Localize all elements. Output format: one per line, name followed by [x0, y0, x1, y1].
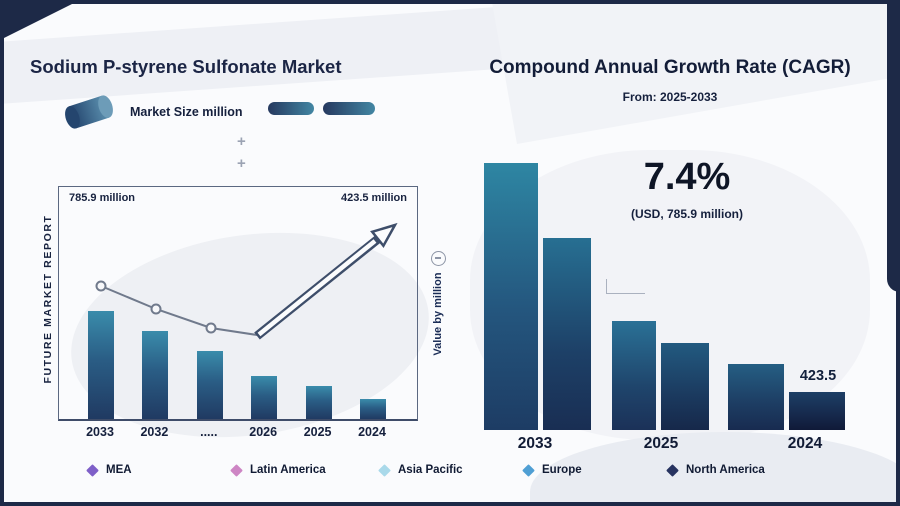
legend-label: MEA	[106, 464, 132, 476]
right-chart-bar-primary	[484, 163, 538, 430]
market-size-legend: Market Size million	[60, 92, 243, 132]
right-chart-group	[612, 321, 709, 430]
right-chart-subtitle: From: 2025-2033	[622, 90, 718, 104]
diamond-bullet-icon	[230, 463, 243, 477]
right-chart-title: Compound Annual Growth Rate (CAGR)	[489, 57, 851, 78]
frame-corner-accent	[0, 0, 80, 40]
right-chart-group	[728, 364, 845, 430]
left-chart-bar	[360, 399, 386, 419]
legend-item-europe: Europe	[522, 463, 582, 477]
diamond-bullet-icon	[86, 463, 99, 477]
left-chart-bar	[196, 351, 223, 419]
cagr-caption: (USD, 785.9 million)	[630, 207, 744, 221]
diamond-bullet-icon	[378, 463, 391, 477]
left-chart-min-label: 423.5 million	[340, 192, 407, 204]
left-chart-year-label: 2024	[358, 425, 386, 439]
legend-item-asia-pacific: Asia Pacific	[378, 463, 463, 477]
right-chart: 2033 2025 2024 423.5	[460, 150, 872, 460]
left-chart: 785.9 million 423.5 million	[58, 186, 418, 421]
legend-label: North America	[686, 464, 765, 476]
gradient-pill-icon	[268, 102, 314, 115]
right-chart-bar-secondary	[543, 238, 591, 430]
left-chart-year-label: 2026	[249, 425, 278, 439]
frame-right-accent	[887, 0, 900, 292]
left-chart-years: 2033 2032..... 2026 2025 2024	[58, 425, 416, 443]
cylinder-icon	[65, 95, 113, 129]
plus-icon: +	[237, 133, 246, 150]
right-chart-bar-secondary	[789, 392, 845, 430]
bar-value-label: 423.5	[799, 368, 837, 384]
legend-label: Asia Pacific	[398, 464, 463, 476]
legend-item-north-america: North America	[666, 463, 765, 477]
diamond-bullet-icon	[666, 463, 679, 477]
left-chart-bar	[142, 331, 169, 419]
cagr-value: 7.4%	[643, 156, 731, 198]
right-chart-year-label: 2024	[787, 435, 823, 452]
left-chart-ylabel: FUTURE MARKET REPORT	[42, 214, 54, 384]
left-chart-bar	[88, 311, 114, 419]
left-chart-year-label: .....	[200, 425, 218, 439]
right-chart-year-label: 2033	[517, 435, 553, 452]
frame-left-border	[0, 0, 4, 506]
diamond-bullet-icon	[522, 463, 535, 477]
legend-item-latin-america: Latin America	[230, 463, 326, 477]
market-size-legend-label: Market Size million	[130, 105, 243, 119]
frame-top-border	[0, 0, 900, 4]
left-chart-max-label: 785.9 million	[69, 192, 136, 204]
legend-item-mea: MEA	[86, 463, 132, 477]
trend-line-arrow-icon	[95, 222, 398, 340]
plus-icon: +	[237, 155, 246, 172]
footer-legend: MEA Latin America Asia Pacific Europe North …	[0, 463, 900, 490]
right-chart-bar-primary	[728, 364, 784, 430]
left-chart-year-label: 2032	[140, 425, 169, 439]
left-chart-bar	[251, 376, 278, 419]
left-chart-title: Sodium P-styrene Sulfonate Market	[30, 56, 342, 77]
right-chart-group	[484, 163, 591, 430]
legend-label: Latin America	[250, 464, 326, 476]
bracket-decoration	[606, 279, 645, 294]
left-chart-bars	[59, 187, 417, 419]
circle-minus-icon	[431, 251, 446, 266]
left-chart-year-label: 2025	[303, 425, 332, 439]
left-chart-bar	[305, 386, 332, 419]
left-chart-year-label: 2033	[86, 425, 114, 439]
right-chart-year-label: 2025	[643, 435, 679, 452]
pill-decoration	[268, 102, 375, 115]
right-chart-bar-secondary	[661, 343, 709, 430]
legend-label: Europe	[542, 464, 582, 476]
gradient-pill-icon	[323, 102, 375, 115]
frame-bottom-border	[0, 502, 900, 506]
right-chart-bar-primary	[612, 321, 656, 430]
